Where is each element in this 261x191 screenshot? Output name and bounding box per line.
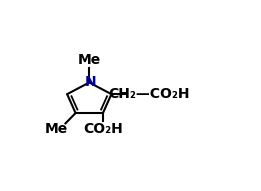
Text: Me: Me — [45, 122, 68, 136]
Text: Me: Me — [78, 53, 101, 67]
Text: N: N — [85, 75, 96, 89]
Text: CH₂—CO₂H: CH₂—CO₂H — [108, 87, 189, 101]
Text: CO₂H: CO₂H — [83, 122, 123, 136]
